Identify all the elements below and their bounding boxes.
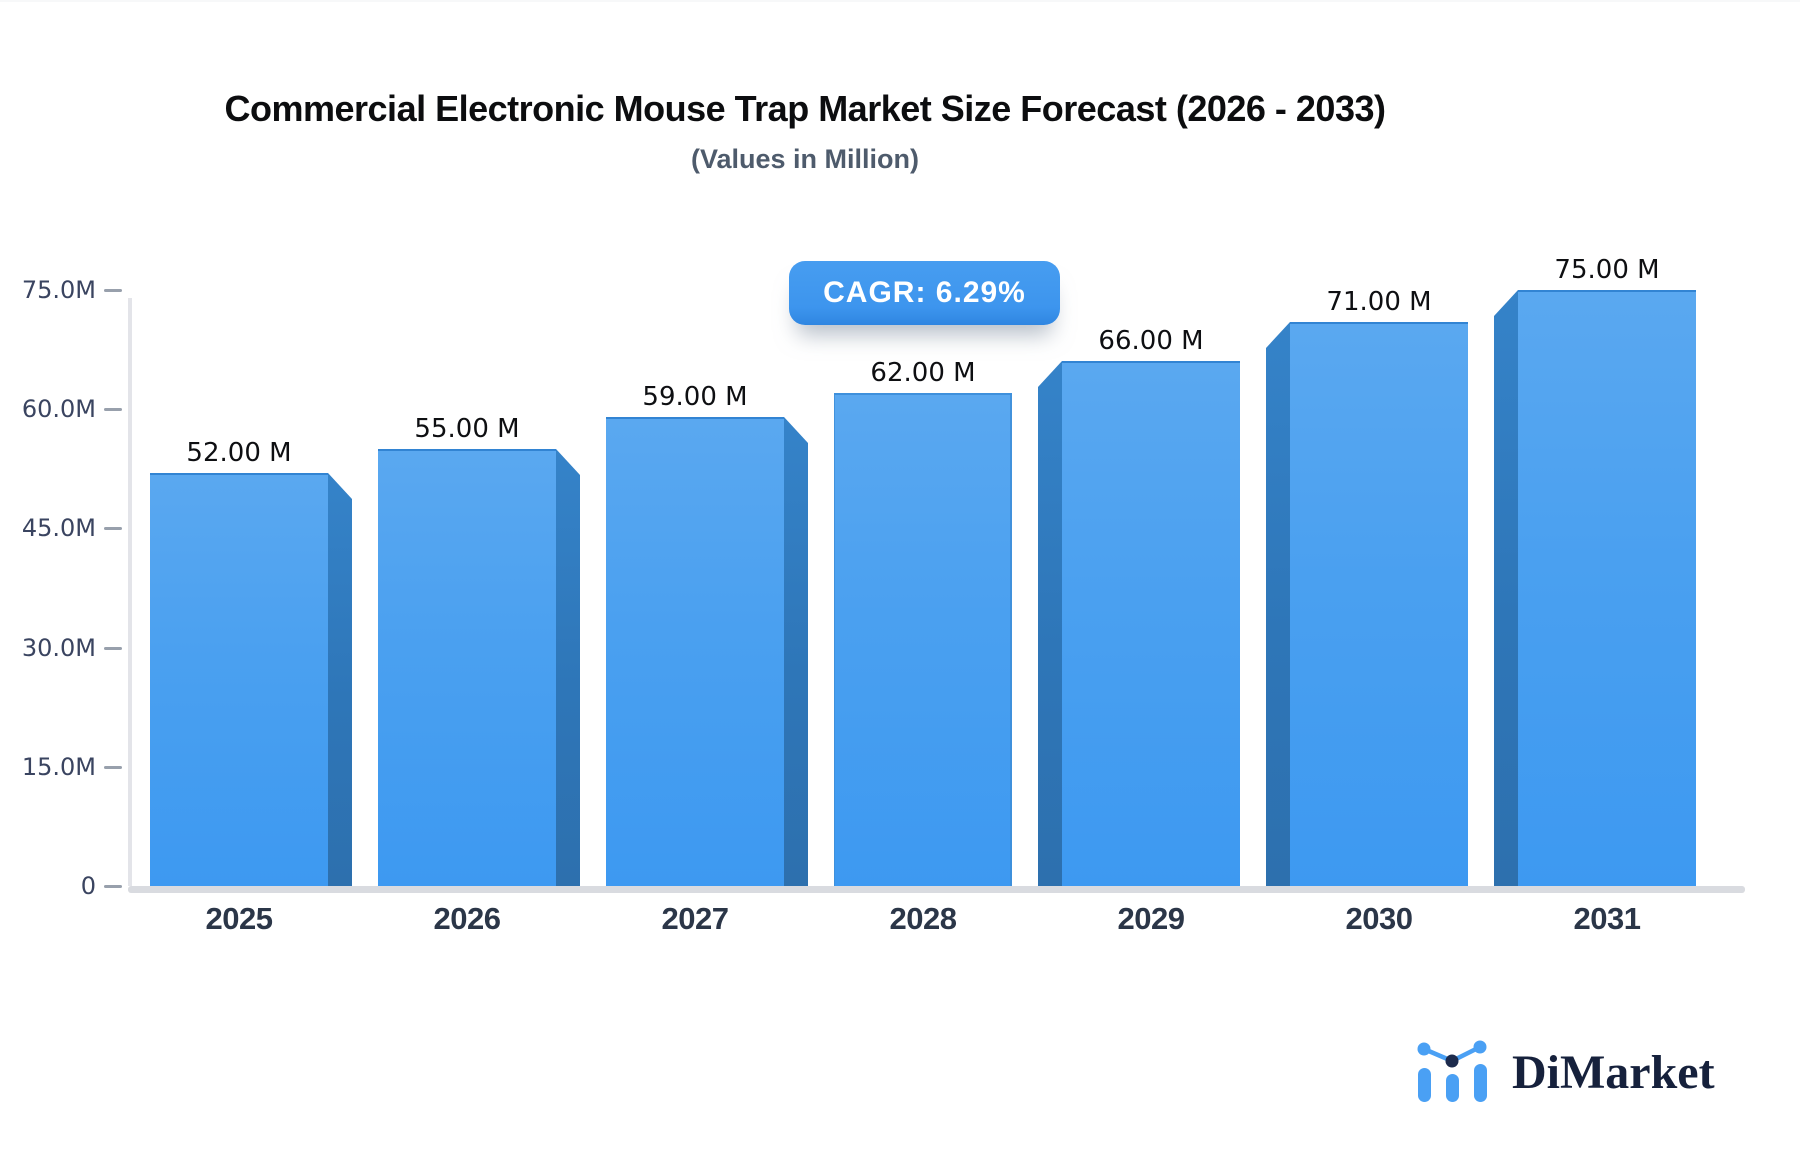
y-tick-dash xyxy=(104,765,122,769)
bar-side-face xyxy=(556,449,580,886)
bar xyxy=(378,449,556,886)
bar xyxy=(606,417,784,886)
bar-value-label: 71.00 M xyxy=(1326,287,1432,317)
bar-group xyxy=(1494,290,1696,886)
bar xyxy=(1518,290,1696,886)
brand-logo-icon xyxy=(1417,1040,1487,1102)
bar-group xyxy=(834,393,1012,886)
bar-value-label: 62.00 M xyxy=(870,358,976,388)
bar xyxy=(1290,322,1468,886)
y-tick-label: 45.0M xyxy=(21,514,96,543)
bar-side-face xyxy=(1266,322,1290,886)
bar-side-face xyxy=(1038,361,1062,886)
y-tick-dash xyxy=(104,408,122,412)
y-tick-label: 30.0M xyxy=(21,633,96,662)
cagr-badge: CAGR: 6.29% xyxy=(789,261,1060,325)
y-tick-dash xyxy=(104,527,122,531)
y-tick-label: 0 xyxy=(80,872,96,900)
y-tick-dash xyxy=(104,885,122,888)
y-tick-dash xyxy=(104,288,122,292)
brand-logo: DiMarket xyxy=(1416,1040,1715,1104)
y-tick-label: 60.0M xyxy=(21,395,96,424)
bar-group xyxy=(1038,361,1240,886)
bar-side-face xyxy=(1494,290,1518,886)
chart-subtitle: (Values in Million) xyxy=(690,144,920,174)
x-tick-label: 2027 xyxy=(661,901,729,936)
x-axis-baseline xyxy=(128,886,1745,893)
bar-group xyxy=(150,473,352,886)
bar-value-label: 59.00 M xyxy=(642,382,748,412)
bar-value-label: 55.00 M xyxy=(414,414,520,444)
y-axis-line xyxy=(128,298,132,886)
x-tick-label: 2025 xyxy=(205,901,273,936)
x-tick-label: 2029 xyxy=(1117,901,1185,936)
brand-logo-text: DiMarket xyxy=(1512,1045,1715,1099)
x-tick-label: 2026 xyxy=(433,901,501,936)
bar-value-label: 52.00 M xyxy=(186,438,292,468)
y-tick-label: 15.0M xyxy=(21,752,96,781)
title-block: Commercial Electronic Mouse Trap Market … xyxy=(0,88,1610,175)
chart-title: Commercial Electronic Mouse Trap Market … xyxy=(224,88,1387,129)
x-tick-label: 2028 xyxy=(889,901,957,936)
bar-value-label: 75.00 M xyxy=(1554,255,1660,285)
x-tick-label: 2031 xyxy=(1573,901,1641,936)
y-tick-dash xyxy=(104,646,122,650)
bar-value-label: 66.00 M xyxy=(1098,326,1204,356)
bar-side-face xyxy=(784,417,808,886)
bar-group xyxy=(606,417,808,886)
bar xyxy=(834,393,1012,886)
x-tick-label: 2030 xyxy=(1345,901,1413,936)
bar-group xyxy=(1266,322,1468,886)
bar-group xyxy=(378,449,580,886)
y-tick-label: 75.0M xyxy=(21,275,96,304)
bar xyxy=(1062,361,1240,886)
bar xyxy=(150,473,328,886)
bar-side-face xyxy=(328,473,352,886)
